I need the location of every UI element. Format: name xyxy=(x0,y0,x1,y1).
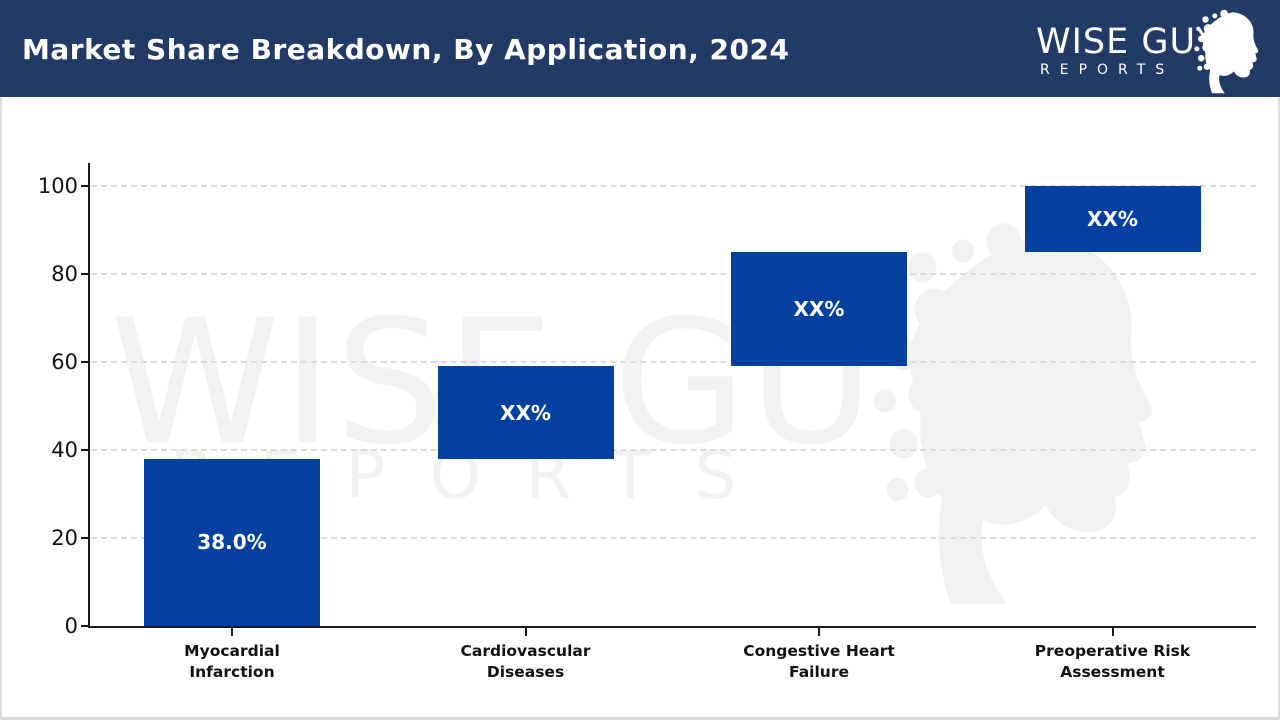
x-tick-mark xyxy=(524,628,527,636)
wiseguy-head-icon xyxy=(1194,9,1259,94)
gridline xyxy=(91,537,1256,539)
bar-segment: XX% xyxy=(437,366,614,459)
y-tick-label: 0 xyxy=(64,614,78,638)
header-bar: Market Share Breakdown, By Application, … xyxy=(0,0,1280,97)
y-tick-mark xyxy=(81,625,90,627)
bar-segment: 38.0% xyxy=(144,458,320,626)
x-axis-line xyxy=(88,626,1256,628)
y-tick-mark xyxy=(81,361,90,363)
bar-value-label: XX% xyxy=(793,297,845,322)
page-title: Market Share Breakdown, By Application, … xyxy=(22,33,790,66)
chart-area: WISE GUY REPORTS 0 20 40 60 80 100 38.0% XX% XX%… xyxy=(0,97,1280,720)
y-tick-mark xyxy=(81,273,90,275)
gridline xyxy=(91,185,1256,187)
category-label: Myocardial Infarction xyxy=(184,642,280,681)
x-tick-mark xyxy=(231,628,233,636)
logo-subtext: REPORTS xyxy=(1040,62,1175,78)
gridline xyxy=(91,361,1256,363)
y-tick-label: 40 xyxy=(51,438,78,462)
bar-value-label: 38.0% xyxy=(197,530,267,555)
x-tick-mark xyxy=(818,628,820,636)
y-tick-label: 20 xyxy=(51,526,78,550)
bar-value-label: XX% xyxy=(1087,207,1138,231)
plot: 0 20 40 60 80 100 38.0% XX% XX% XX% Myocardial Inf… xyxy=(2,97,1278,717)
wiseguy-logo: WISE GUY REPORTS xyxy=(1006,6,1266,94)
y-tick-label: 60 xyxy=(51,350,78,374)
gridline xyxy=(91,273,1256,275)
x-tick-mark xyxy=(1111,628,1114,636)
bar-segment: XX% xyxy=(1024,186,1201,252)
y-tick-mark xyxy=(81,537,90,539)
category-label: Preoperative Risk Assessment xyxy=(1034,642,1191,681)
y-tick-label: 100 xyxy=(37,174,78,198)
category-label: Congestive Heart Failure xyxy=(743,642,895,681)
bar-segment: XX% xyxy=(731,252,907,367)
y-tick-mark xyxy=(81,185,90,187)
y-axis-line xyxy=(88,163,90,628)
bar-value-label: XX% xyxy=(500,400,551,425)
gridline xyxy=(91,449,1256,451)
y-tick-mark xyxy=(81,449,90,451)
y-tick-label: 80 xyxy=(51,262,78,286)
logo-wordmark: WISE GUY xyxy=(1036,22,1219,62)
category-label: Cardiovascular Diseases xyxy=(460,642,591,681)
